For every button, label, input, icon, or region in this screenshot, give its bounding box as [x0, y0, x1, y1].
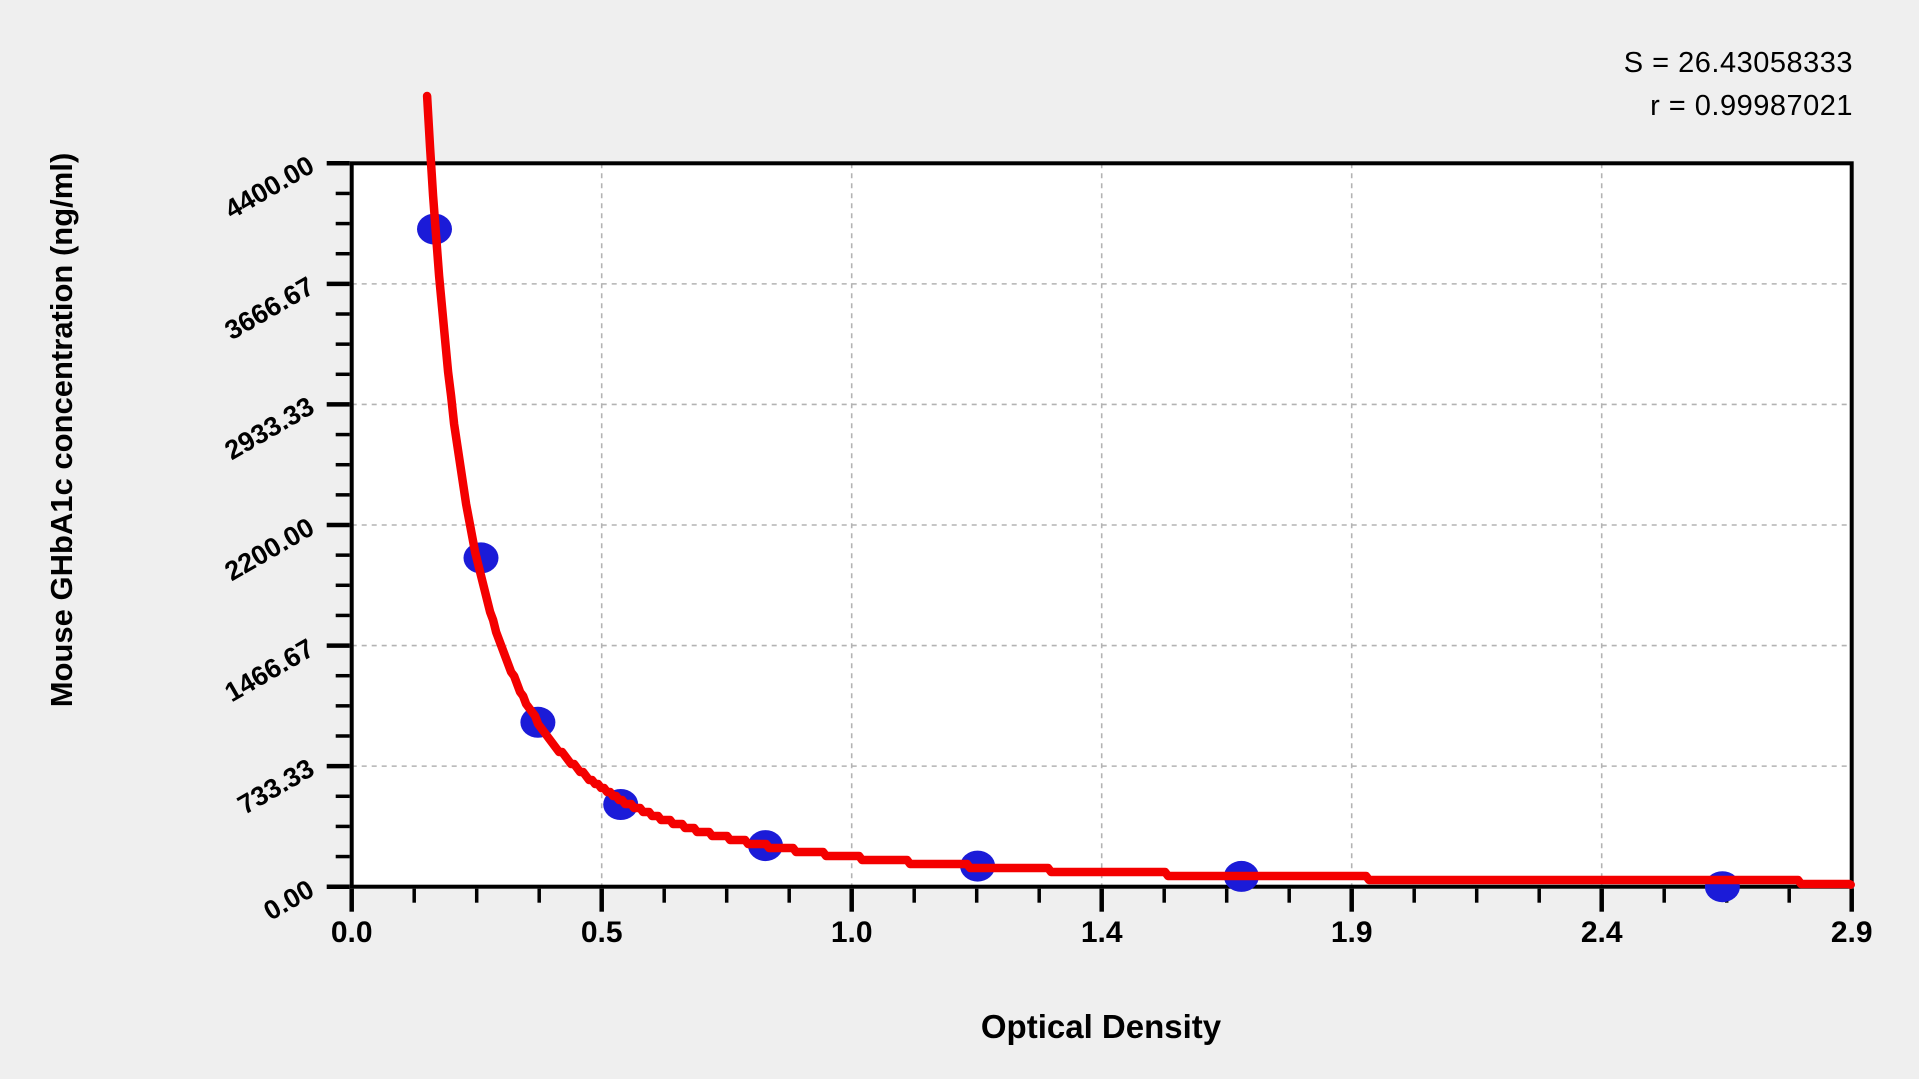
- axis-frame: [349, 161, 1854, 889]
- x-axis-title: Optical Density: [980, 1008, 1222, 1045]
- fit-statistics: S = 26.43058333 r = 0.99987021: [1624, 42, 1853, 128]
- x-tick-label: 2.4: [1580, 916, 1623, 949]
- y-axis-title: Mouse GHbA1c concentration (ng/ml): [44, 152, 79, 708]
- stat-s-line: S = 26.43058333: [1623, 47, 1853, 79]
- x-tick-label: 0.5: [580, 916, 623, 949]
- stat-r-line: r = 0.99987021: [1650, 90, 1853, 122]
- x-tick-label: 1.0: [830, 916, 873, 949]
- x-tick-label: 1.9: [1330, 916, 1373, 949]
- x-tick-label: 1.4: [1080, 916, 1123, 949]
- fit-curve: [422, 91, 1855, 889]
- x-tick-label: 0.0: [330, 916, 373, 949]
- x-tick-label: 2.9: [1830, 916, 1873, 949]
